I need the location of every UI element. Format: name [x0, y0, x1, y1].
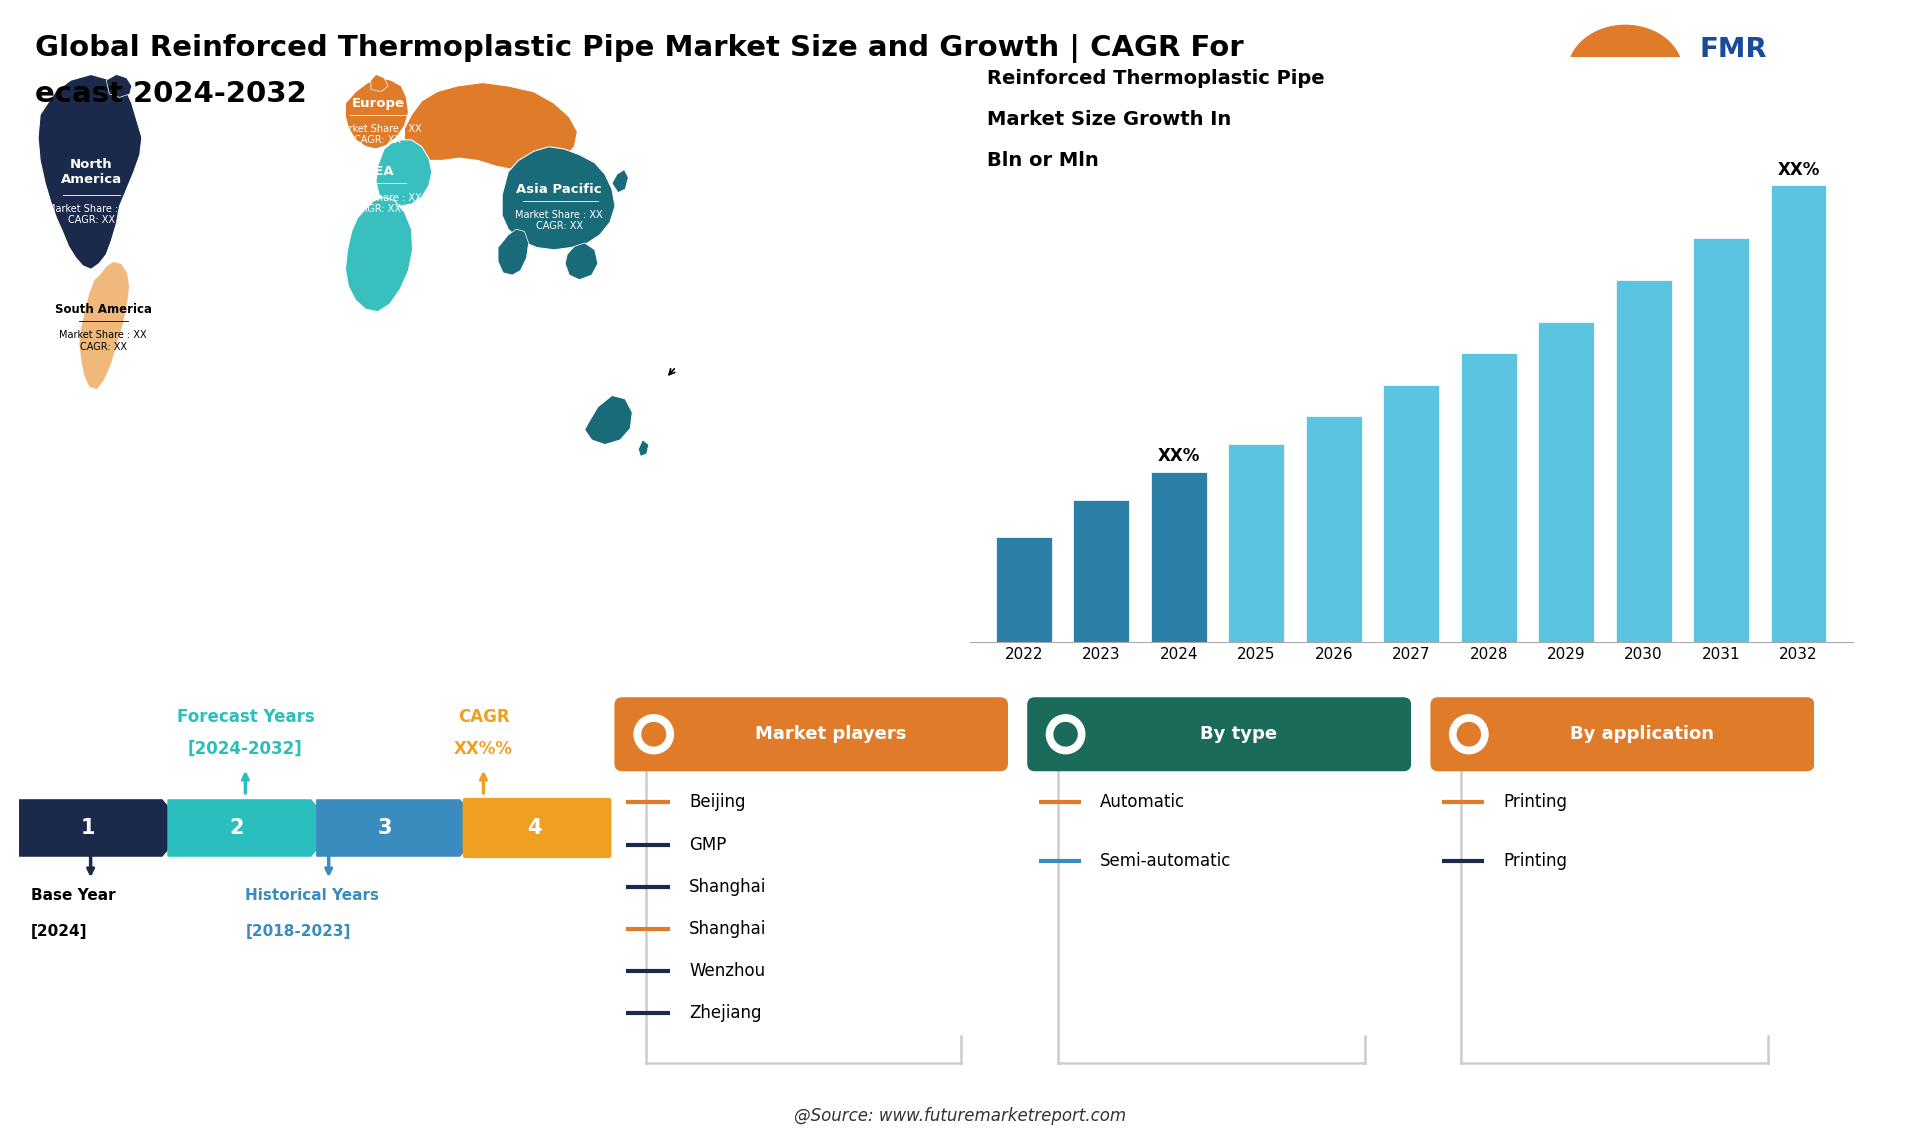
- Text: Market Share : XX: Market Share : XX: [334, 124, 422, 134]
- Polygon shape: [106, 74, 132, 97]
- Text: Forecast Years: Forecast Years: [177, 707, 315, 725]
- Text: CAGR: XX: CAGR: XX: [536, 221, 582, 231]
- Text: North
America: North America: [60, 158, 121, 186]
- Circle shape: [1054, 723, 1077, 746]
- Text: CAGR: XX: CAGR: XX: [355, 135, 401, 146]
- Text: Beijing: Beijing: [689, 793, 745, 811]
- Text: FUTURE MARKET REPORT: FUTURE MARKET REPORT: [1699, 89, 1795, 97]
- Circle shape: [1569, 25, 1682, 118]
- Text: CAGR: CAGR: [457, 707, 509, 725]
- Text: CAGR: XX: CAGR: XX: [355, 204, 401, 214]
- Polygon shape: [346, 197, 413, 312]
- Bar: [1693, 237, 1749, 642]
- Text: Automatic: Automatic: [1100, 793, 1185, 811]
- Polygon shape: [19, 800, 186, 856]
- Text: Market Share : XX: Market Share : XX: [334, 193, 422, 203]
- Text: Printing: Printing: [1503, 851, 1567, 870]
- Text: GMP: GMP: [689, 835, 726, 854]
- Text: Shanghai: Shanghai: [689, 878, 766, 896]
- Bar: [1150, 472, 1206, 642]
- FancyBboxPatch shape: [463, 798, 611, 858]
- Text: FMR: FMR: [1699, 36, 1766, 64]
- Bar: [1770, 186, 1826, 642]
- Polygon shape: [497, 229, 528, 275]
- Polygon shape: [167, 800, 334, 856]
- Text: Market Share : XX: Market Share : XX: [48, 204, 134, 214]
- Text: Zhejiang: Zhejiang: [689, 1005, 762, 1022]
- Text: @Source: www.futuremarketreport.com: @Source: www.futuremarketreport.com: [795, 1107, 1125, 1125]
- Text: Semi-automatic: Semi-automatic: [1100, 851, 1231, 870]
- Polygon shape: [317, 800, 484, 856]
- Text: Printing: Printing: [1503, 793, 1567, 811]
- Polygon shape: [376, 140, 432, 206]
- Polygon shape: [38, 74, 142, 269]
- Text: By application: By application: [1571, 725, 1715, 744]
- Polygon shape: [346, 78, 409, 149]
- Polygon shape: [612, 170, 628, 193]
- Text: ecast 2024-2032: ecast 2024-2032: [35, 80, 307, 108]
- Circle shape: [1046, 715, 1085, 754]
- Polygon shape: [503, 147, 614, 250]
- Bar: [996, 536, 1052, 642]
- FancyBboxPatch shape: [614, 697, 1008, 771]
- Text: MEA: MEA: [361, 165, 394, 179]
- Text: CAGR: XX: CAGR: XX: [67, 215, 115, 226]
- Polygon shape: [639, 440, 649, 456]
- Circle shape: [1457, 723, 1480, 746]
- Text: 🔭: 🔭: [1619, 65, 1632, 84]
- Text: Bln or Mln: Bln or Mln: [987, 151, 1098, 170]
- Text: Market Size Growth In: Market Size Growth In: [987, 110, 1231, 128]
- Text: CAGR: XX: CAGR: XX: [81, 342, 127, 352]
- Polygon shape: [79, 261, 131, 390]
- Text: Europe: Europe: [351, 96, 405, 110]
- Text: Market Share : XX: Market Share : XX: [60, 330, 148, 340]
- Text: Wenzhou: Wenzhou: [689, 963, 766, 980]
- Text: XX%: XX%: [1778, 160, 1820, 179]
- Bar: [1617, 280, 1672, 642]
- Text: Base Year: Base Year: [31, 888, 115, 903]
- Text: 2: 2: [228, 818, 244, 838]
- Text: XX%: XX%: [1158, 447, 1200, 465]
- Text: Market Share : XX: Market Share : XX: [515, 210, 603, 220]
- Text: Reinforced Thermoplastic Pipe: Reinforced Thermoplastic Pipe: [987, 69, 1325, 88]
- Bar: [1229, 445, 1284, 642]
- Bar: [1538, 322, 1594, 642]
- Bar: [1073, 500, 1129, 642]
- Circle shape: [1450, 715, 1488, 754]
- Text: [2024-2032]: [2024-2032]: [188, 740, 303, 758]
- Text: Market players: Market players: [755, 725, 906, 744]
- Text: [2018-2023]: [2018-2023]: [246, 924, 351, 940]
- FancyBboxPatch shape: [1430, 697, 1814, 771]
- Polygon shape: [371, 74, 388, 92]
- Bar: [1306, 416, 1361, 642]
- Bar: [1382, 385, 1440, 642]
- Polygon shape: [564, 243, 597, 280]
- Text: 1: 1: [81, 818, 94, 838]
- Bar: [1461, 353, 1517, 642]
- Text: XX%%: XX%%: [453, 740, 513, 758]
- Text: Historical Years: Historical Years: [246, 888, 380, 903]
- Circle shape: [641, 723, 666, 746]
- Text: Global Reinforced Thermoplastic Pipe Market Size and Growth | CAGR For: Global Reinforced Thermoplastic Pipe Mar…: [35, 34, 1242, 63]
- Text: 4: 4: [526, 818, 541, 838]
- Text: Asia Pacific: Asia Pacific: [516, 182, 601, 196]
- Text: Shanghai: Shanghai: [689, 920, 766, 939]
- Text: By type: By type: [1200, 725, 1277, 744]
- Polygon shape: [405, 83, 578, 170]
- Text: South America: South America: [54, 303, 152, 316]
- Text: [2024]: [2024]: [31, 924, 88, 940]
- FancyBboxPatch shape: [1027, 697, 1411, 771]
- Text: 3: 3: [378, 818, 392, 838]
- Circle shape: [634, 715, 674, 754]
- Polygon shape: [584, 395, 632, 445]
